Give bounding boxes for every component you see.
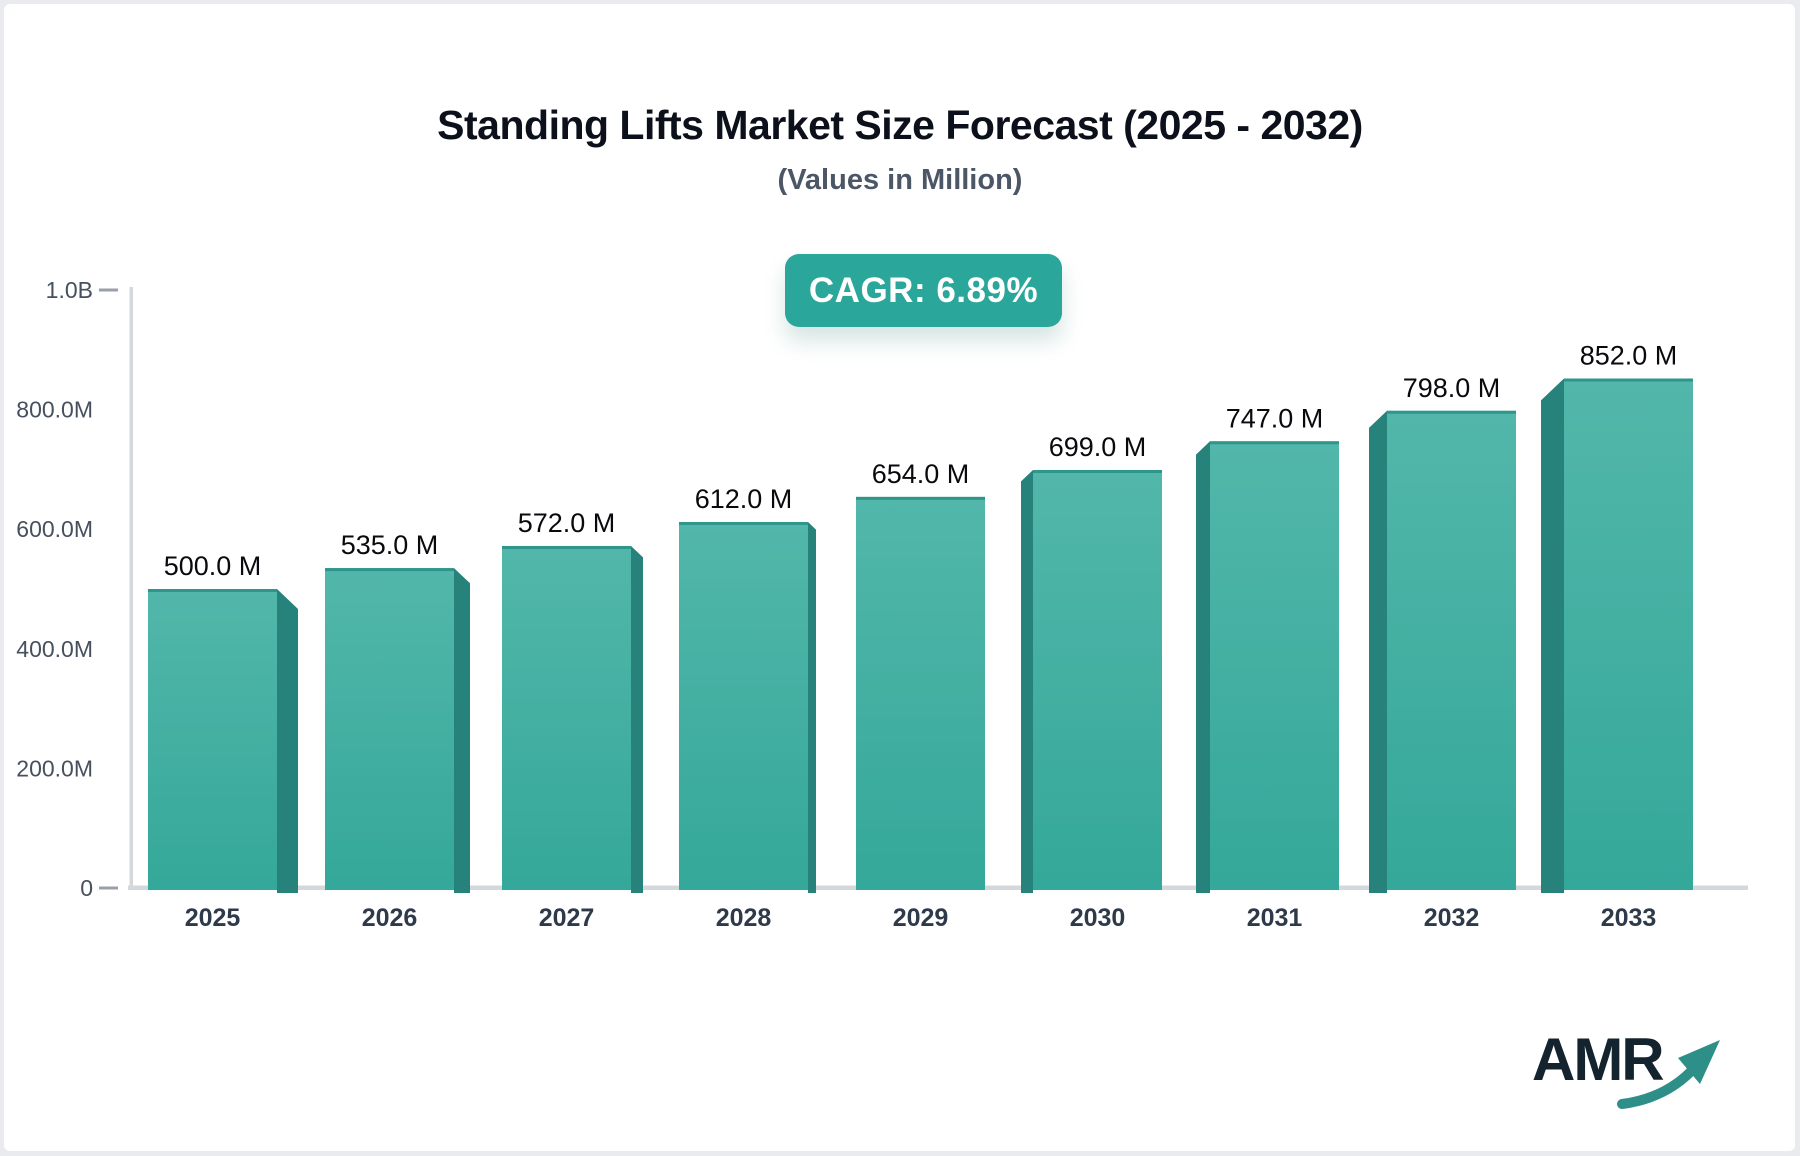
bar-2025[interactable] [148,589,298,893]
bar-2028[interactable] [679,522,816,893]
bar-front-face [1387,410,1516,890]
x-axis-label: 2026 [362,904,418,932]
y-axis-tick [99,886,118,890]
bar-side-face [1369,410,1387,893]
bar-front-face [1033,469,1162,890]
chart-title: Standing Lifts Market Size Forecast (202… [437,102,1363,148]
x-axis-label: 2025 [185,904,241,932]
bar-front-face [502,545,631,890]
bar-front-face [1210,441,1339,890]
bar-value-label: 535.0 M [341,530,439,560]
y-axis-label: 800.0M [16,397,93,423]
x-axis-label: 2028 [716,904,772,932]
bar-front-face [148,589,277,890]
y-axis-label: 600.0M [16,516,93,542]
bar-value-label: 852.0 M [1580,341,1678,371]
y-axis-label: 1.0B [46,277,93,303]
x-axis-label: 2029 [893,904,949,932]
x-axis-label: 2031 [1247,904,1303,932]
bar-side-face [1021,469,1033,893]
bar-front-face [679,522,808,890]
x-axis-label: 2027 [539,904,595,932]
amr-logo-text: AMR [1532,1026,1665,1093]
bar-side-face [1196,441,1210,893]
bar-front-face [325,568,454,890]
bar-side-face [631,545,643,893]
cagr-badge: CAGR: 6.89% [785,254,1062,327]
bar-2031[interactable] [1196,441,1339,893]
y-axis-label: 0 [80,875,93,901]
x-axis-label: 2032 [1424,904,1480,932]
bar-2032[interactable] [1369,410,1516,893]
growth-arrow-icon [1617,1040,1720,1109]
bar-side-face [454,568,470,893]
x-axis-label: 2030 [1070,904,1126,932]
y-axis-label: 400.0M [16,636,93,662]
bar-value-label: 612.0 M [695,484,793,514]
amr-logo: AMR [1532,1030,1772,1125]
x-axis-label: 2033 [1601,904,1657,932]
bar-side-face [277,589,298,893]
bar-2033[interactable] [1541,378,1693,893]
bar-2026[interactable] [325,568,470,893]
bar-2027[interactable] [502,545,643,893]
bar-value-label: 699.0 M [1049,432,1147,462]
bar-front-face [1564,378,1693,890]
bar-side-face [808,522,816,893]
bar-value-label: 798.0 M [1403,373,1501,403]
bar-value-label: 747.0 M [1226,403,1324,433]
y-axis-tick [99,288,118,292]
bar-front-face [856,496,985,890]
bar-2030[interactable] [1021,469,1162,893]
bar-side-face [1541,378,1564,893]
y-axis-label: 200.0M [16,755,93,781]
chart-subtitle: (Values in Million) [777,164,1023,196]
bar-value-label: 654.0 M [872,459,970,489]
bar-value-label: 500.0 M [164,551,262,581]
bar-2029[interactable] [856,496,985,890]
y-axis-line [129,287,133,890]
bar-value-label: 572.0 M [518,508,616,538]
